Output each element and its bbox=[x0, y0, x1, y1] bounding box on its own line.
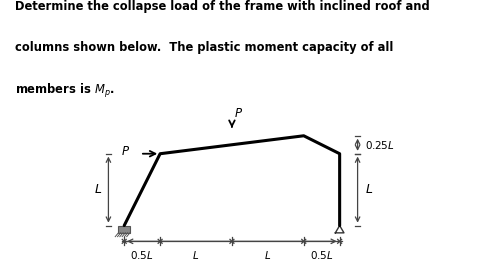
Text: $0.5L$: $0.5L$ bbox=[130, 249, 154, 260]
Text: $L$: $L$ bbox=[365, 183, 373, 196]
Text: $P$: $P$ bbox=[121, 145, 130, 158]
Text: $L$: $L$ bbox=[264, 249, 272, 260]
Text: columns shown below.  The plastic moment capacity of all: columns shown below. The plastic moment … bbox=[15, 41, 393, 54]
Text: $L$: $L$ bbox=[193, 249, 199, 260]
Text: $0.5L$: $0.5L$ bbox=[310, 249, 333, 260]
Text: $0.25L$: $0.25L$ bbox=[365, 139, 394, 151]
Text: $L$: $L$ bbox=[94, 183, 103, 196]
Bar bbox=[119, 225, 130, 233]
Text: members is $M_p$.: members is $M_p$. bbox=[15, 82, 114, 100]
Text: Determine the collapse load of the frame with inclined roof and: Determine the collapse load of the frame… bbox=[15, 0, 429, 13]
Text: $P$: $P$ bbox=[234, 107, 243, 120]
